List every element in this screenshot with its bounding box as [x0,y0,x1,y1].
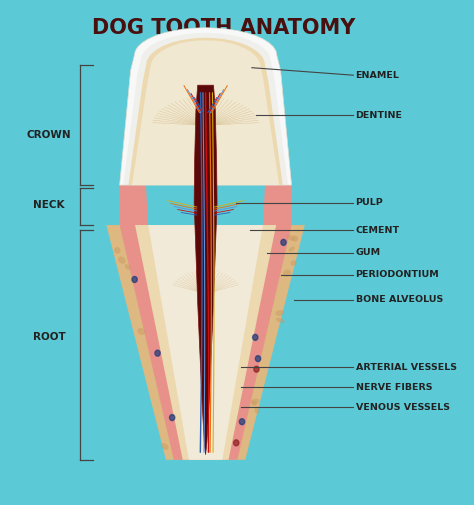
Text: VENOUS VESSELS: VENOUS VESSELS [356,403,449,412]
Text: NERVE FIBERS: NERVE FIBERS [356,383,432,392]
Polygon shape [106,225,305,460]
Ellipse shape [290,260,297,266]
Polygon shape [132,40,279,185]
Polygon shape [148,225,263,460]
Text: DENTINE: DENTINE [356,111,402,120]
Ellipse shape [114,247,120,254]
Text: NECK: NECK [33,200,65,210]
Text: CROWN: CROWN [27,130,72,140]
Polygon shape [128,38,283,185]
Polygon shape [119,225,292,460]
Text: BONE ALVEOLUS: BONE ALVEOLUS [356,295,443,305]
Text: ENAMEL: ENAMEL [356,71,400,80]
Text: ARTERIAL VESSELS: ARTERIAL VESSELS [356,363,456,372]
Polygon shape [194,85,217,455]
Polygon shape [119,185,148,225]
Ellipse shape [251,398,259,404]
Circle shape [254,366,259,372]
Ellipse shape [292,235,298,241]
Text: PERIODONTIUM: PERIODONTIUM [356,271,439,279]
Ellipse shape [283,269,291,277]
Ellipse shape [118,257,126,264]
Ellipse shape [137,328,146,335]
Polygon shape [263,185,292,225]
Polygon shape [119,28,292,185]
Polygon shape [135,225,276,460]
Circle shape [239,419,245,425]
Text: GUM: GUM [356,248,381,257]
Text: DOG TOOTH ANATOMY: DOG TOOTH ANATOMY [91,18,355,38]
Text: CEMENT: CEMENT [356,226,400,234]
Ellipse shape [161,443,169,450]
Ellipse shape [289,246,295,251]
Ellipse shape [251,400,257,406]
Text: PULP: PULP [356,198,383,207]
Ellipse shape [275,310,284,316]
Ellipse shape [276,318,285,323]
Ellipse shape [125,264,131,270]
Ellipse shape [255,407,260,414]
Circle shape [253,334,258,340]
Circle shape [155,350,160,356]
Circle shape [132,277,137,282]
Polygon shape [123,33,288,185]
Circle shape [281,239,286,245]
Text: ROOT: ROOT [33,332,65,342]
Circle shape [255,356,261,362]
Circle shape [170,415,175,421]
Ellipse shape [287,235,295,241]
Circle shape [234,440,239,446]
